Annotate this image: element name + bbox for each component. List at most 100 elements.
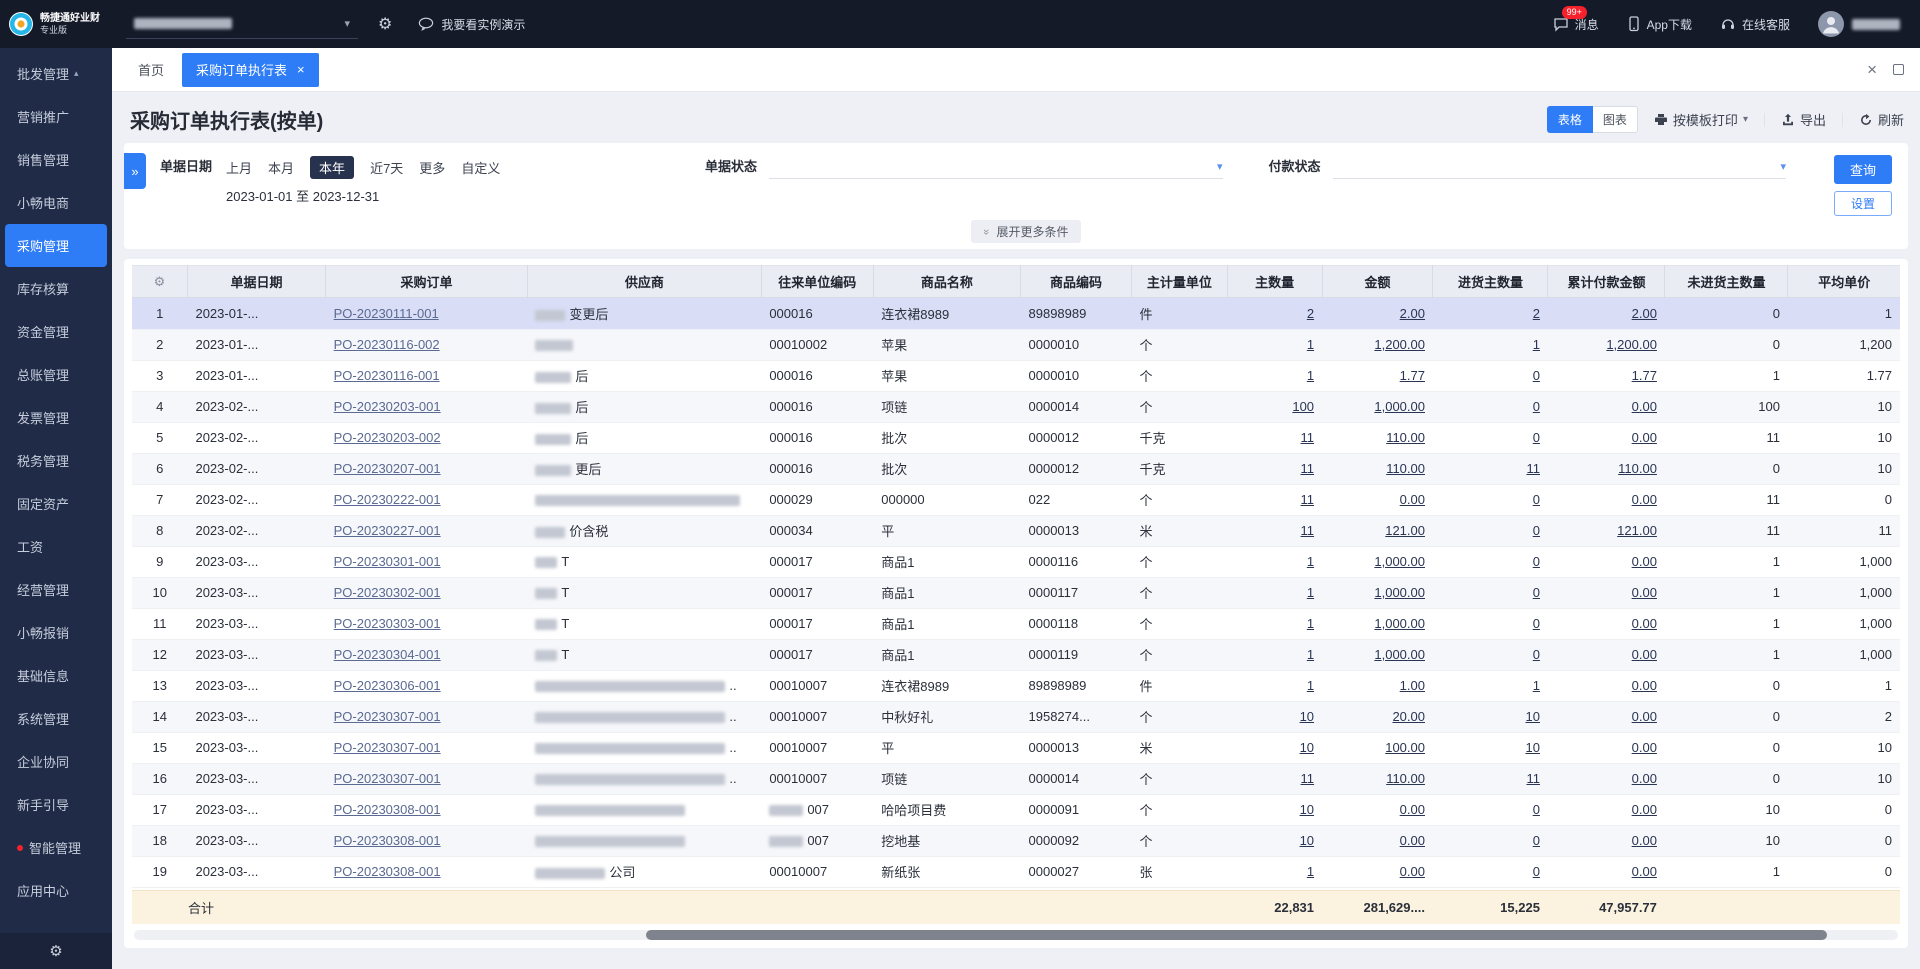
cell-main-qty[interactable]: 2 <box>1227 298 1323 330</box>
cell-purchase-qty[interactable]: 0 <box>1432 856 1548 888</box>
drill-down-link[interactable]: 0.00 <box>1399 833 1425 848</box>
cell-purchase-qty[interactable]: 0 <box>1432 360 1548 392</box>
sidebar-item-采购管理[interactable]: 采购管理 <box>5 224 107 267</box>
sidebar-item-资金管理[interactable]: 资金管理 <box>0 310 112 353</box>
cell-main-qty[interactable]: 10 <box>1227 701 1323 733</box>
cell-po-number[interactable]: PO-20230111-001 <box>325 298 528 330</box>
drill-down-link[interactable]: 2.00 <box>1631 305 1657 321</box>
drill-down-link[interactable]: 11 <box>1526 771 1540 786</box>
column-header-主数量[interactable]: 主数量 <box>1227 265 1323 298</box>
sidebar-item-小畅报销[interactable]: 小畅报销 <box>0 611 112 654</box>
cell-purchase-qty[interactable]: 11 <box>1432 453 1548 485</box>
po-link[interactable]: PO-20230116-002 <box>333 337 440 352</box>
cell-purchase-qty[interactable]: 0 <box>1432 484 1548 516</box>
table-row[interactable]: 2 2023-01-... PO-20230116-002 00010002 苹果 000… <box>132 329 1900 361</box>
table-row[interactable]: 10 2023-03-... PO-20230302-001 T 000017 商品1 00… <box>132 577 1900 609</box>
drill-down-link[interactable]: 0 <box>1532 492 1540 507</box>
app-download-button[interactable]: App下载 <box>1627 16 1692 33</box>
cell-amount[interactable]: 0.00 <box>1322 856 1433 888</box>
po-link[interactable]: PO-20230203-001 <box>333 399 441 414</box>
cell-amount[interactable]: 110.00 <box>1322 453 1433 485</box>
sidebar-item-应用中心[interactable]: 应用中心 <box>0 869 112 912</box>
cell-main-qty[interactable]: 1 <box>1227 639 1323 671</box>
cell-amount[interactable]: 1,200.00 <box>1322 329 1433 361</box>
drill-down-link[interactable]: 0.00 <box>1631 771 1657 786</box>
drill-down-link[interactable]: 0.00 <box>1399 802 1425 817</box>
cell-paid-amount[interactable]: 121.00 <box>1547 515 1665 547</box>
cell-main-qty[interactable]: 1 <box>1227 608 1323 640</box>
table-row[interactable]: 3 2023-01-... PO-20230116-001 后 000016 苹果 0000… <box>132 360 1900 392</box>
date-option-近7天[interactable]: 近7天 <box>370 160 404 176</box>
drill-down-link[interactable]: 100.00 <box>1385 740 1425 755</box>
table-row[interactable]: 5 2023-02-... PO-20230203-002 后 000016 批次 0000… <box>132 422 1900 454</box>
cell-po-number[interactable]: PO-20230203-001 <box>325 391 528 423</box>
cell-po-number[interactable]: PO-20230307-001 <box>325 763 528 795</box>
sidebar-item-企业协同[interactable]: 企业协同 <box>0 740 112 783</box>
drill-down-link[interactable]: 1.77 <box>1631 368 1657 383</box>
po-link[interactable]: PO-20230111-001 <box>333 305 439 321</box>
drill-down-link[interactable]: 10 <box>1525 709 1540 724</box>
table-row[interactable]: 17 2023-03-... PO-20230308-001 007 哈哈项目费 0000… <box>132 794 1900 826</box>
cell-purchase-qty[interactable]: 0 <box>1432 608 1548 640</box>
cell-purchase-qty[interactable]: 1 <box>1432 670 1548 702</box>
print-by-template-button[interactable]: 按模板打印 ▾ <box>1654 110 1748 129</box>
cell-purchase-qty[interactable]: 10 <box>1432 701 1548 733</box>
cell-paid-amount[interactable]: 0.00 <box>1547 732 1665 764</box>
drill-down-link[interactable]: 2.00 <box>1399 305 1425 321</box>
table-row[interactable]: 15 2023-03-... PO-20230307-001.. 00010007 平 0… <box>132 732 1900 764</box>
horizontal-scrollbar[interactable] <box>134 929 1898 940</box>
cell-paid-amount[interactable]: 0.00 <box>1547 763 1665 795</box>
drill-down-link[interactable]: 0.00 <box>1631 678 1657 693</box>
cell-main-qty[interactable]: 11 <box>1227 422 1323 454</box>
cell-amount[interactable]: 1,000.00 <box>1322 639 1433 671</box>
drill-down-link[interactable]: 10 <box>1299 833 1315 848</box>
po-link[interactable]: PO-20230307-001 <box>333 709 441 724</box>
drill-down-link[interactable]: 0.00 <box>1399 864 1425 879</box>
cell-po-number[interactable]: PO-20230303-001 <box>325 608 528 640</box>
drill-down-link[interactable]: 0.00 <box>1631 585 1657 600</box>
drill-down-link[interactable]: 0 <box>1532 554 1540 569</box>
close-all-icon[interactable]: × <box>1867 59 1877 79</box>
drill-down-link[interactable]: 1.00 <box>1399 678 1425 693</box>
column-header-未进货主数量[interactable]: 未进货主数量 <box>1664 265 1789 298</box>
sidebar-item-库存核算[interactable]: 库存核算 <box>0 267 112 310</box>
column-header-金额[interactable]: 金额 <box>1322 265 1434 298</box>
demo-link[interactable]: 我要看实例演示 <box>418 16 525 33</box>
cell-main-qty[interactable]: 11 <box>1227 453 1323 485</box>
cell-amount[interactable]: 1,000.00 <box>1322 608 1433 640</box>
drill-down-link[interactable]: 0.00 <box>1631 554 1657 569</box>
drill-down-link[interactable]: 10 <box>1299 709 1315 724</box>
cell-purchase-qty[interactable]: 0 <box>1432 639 1548 671</box>
cell-paid-amount[interactable]: 0.00 <box>1547 794 1665 826</box>
cell-po-number[interactable]: PO-20230222-001 <box>325 484 528 516</box>
pay-status-select[interactable]: ▾ <box>1332 155 1786 179</box>
cell-amount[interactable]: 121.00 <box>1322 515 1433 547</box>
po-link[interactable]: PO-20230307-001 <box>333 771 441 786</box>
cell-purchase-qty[interactable]: 0 <box>1432 391 1548 423</box>
drill-down-link[interactable]: 0 <box>1532 399 1540 414</box>
po-link[interactable]: PO-20230303-001 <box>333 616 441 631</box>
cell-main-qty[interactable]: 10 <box>1227 732 1323 764</box>
column-settings-gear-icon[interactable]: ⚙ <box>132 265 188 298</box>
drill-down-link[interactable]: 2 <box>1532 305 1540 321</box>
cell-amount[interactable]: 1,000.00 <box>1322 391 1433 423</box>
table-row[interactable]: 12 2023-03-... PO-20230304-001 T 000017 商品1 00… <box>132 639 1900 671</box>
scrollbar-thumb[interactable] <box>645 929 1828 940</box>
drill-down-link[interactable]: 0.00 <box>1631 740 1657 755</box>
column-header-进货主数量[interactable]: 进货主数量 <box>1432 265 1549 298</box>
cell-purchase-qty[interactable]: 1 <box>1432 329 1548 361</box>
cell-purchase-qty[interactable]: 11 <box>1432 763 1548 795</box>
table-row[interactable]: 16 2023-03-... PO-20230307-001.. 00010007 项链… <box>132 763 1900 795</box>
column-header-平均单价[interactable]: 平均单价 <box>1787 265 1900 298</box>
cell-paid-amount[interactable]: 0.00 <box>1547 608 1665 640</box>
drill-down-link[interactable]: 11 <box>1526 461 1540 476</box>
cell-paid-amount[interactable]: 0.00 <box>1547 391 1665 423</box>
cell-po-number[interactable]: PO-20230302-001 <box>325 577 528 609</box>
sidebar-item-经营管理[interactable]: 经营管理 <box>0 568 112 611</box>
drill-down-link[interactable]: 110.00 <box>1618 461 1657 476</box>
po-link[interactable]: PO-20230307-001 <box>333 740 441 755</box>
table-row[interactable]: 8 2023-02-... PO-20230227-001 价含税 000034 平 000… <box>132 515 1900 547</box>
cell-paid-amount[interactable]: 0.00 <box>1547 701 1665 733</box>
date-option-自定义[interactable]: 自定义 <box>461 160 501 176</box>
sidebar-item-销售管理[interactable]: 销售管理 <box>0 138 112 181</box>
